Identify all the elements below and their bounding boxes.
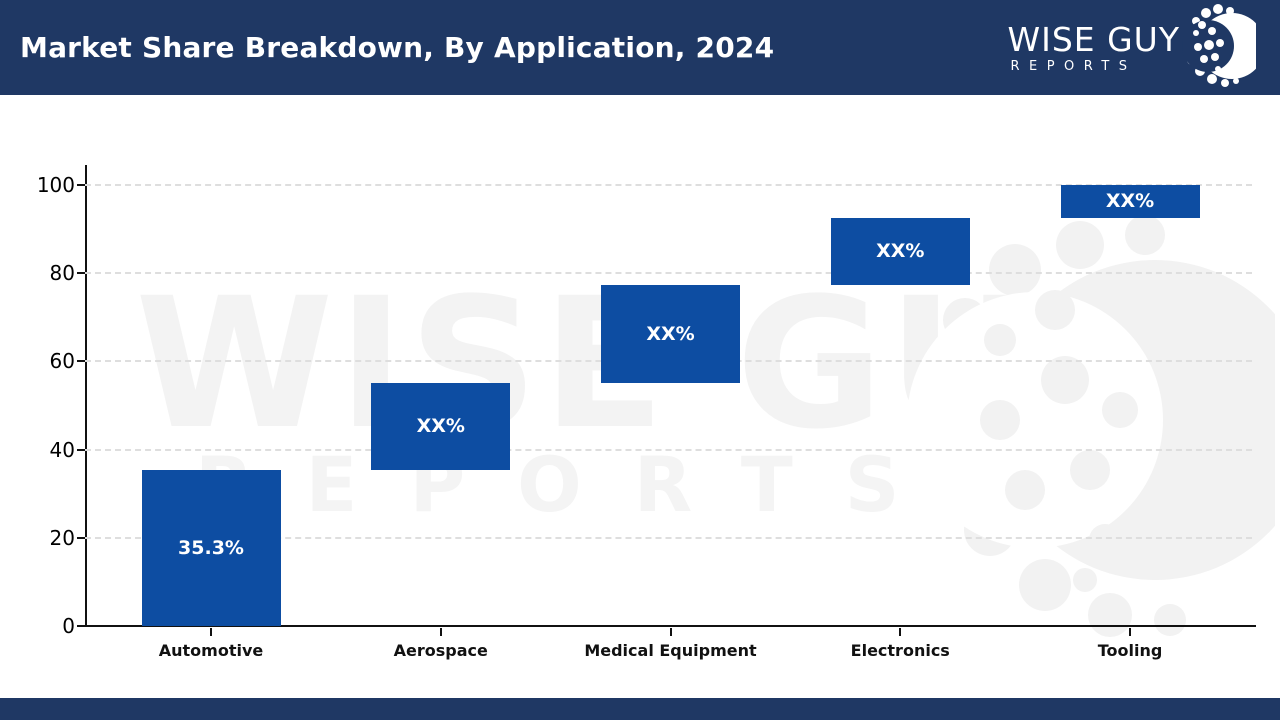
gridline [85, 272, 1252, 275]
bar-medical-equipment: XX% [601, 285, 740, 384]
brand-reports-text: REPORTS [1010, 58, 1137, 74]
y-axis-tick-label: 60 [49, 349, 75, 374]
bar-value-label: 35.3% [178, 536, 244, 559]
x-axis-tick [439, 628, 442, 636]
page-title: Market Share Breakdown, By Application, … [20, 31, 775, 64]
y-axis-tick-label: 80 [49, 261, 75, 286]
x-axis-tick [210, 628, 212, 636]
y-axis-line [85, 165, 87, 627]
brand-name-text: WISE GUY [1007, 19, 1180, 59]
bar-value-label: XX% [1105, 190, 1155, 213]
waterfall-chart: 0 20 40 60 80 100 35.3% Automotive XX% Aerospace X… [0, 95, 1280, 698]
x-axis-tick [1129, 628, 1131, 636]
x-axis-tick [899, 628, 902, 636]
bar-value-label: XX% [646, 322, 695, 345]
gridline [85, 184, 1252, 186]
x-axis-label-electronics: Electronics [850, 641, 950, 660]
gridline [85, 448, 1252, 451]
y-axis-tick [77, 272, 85, 275]
y-axis-tick [77, 625, 85, 627]
brand-wordmark: WISE GUY REPORTS [1007, 23, 1180, 73]
x-axis-label-aerospace: Aerospace [393, 641, 488, 660]
bar-aerospace: XX% [371, 383, 511, 471]
y-axis-tick-label: 100 [36, 173, 75, 197]
header-bar: Market Share Breakdown, By Application, … [0, 0, 1280, 95]
y-axis-tick-label: 20 [49, 525, 75, 550]
x-axis-label-medical-equipment: Medical Equipment [584, 641, 757, 660]
bar-tooling: XX% [1060, 185, 1200, 219]
brand-logo: WISE GUY REPORTS [1007, 3, 1265, 93]
bar-value-label: XX% [416, 415, 465, 438]
bar-value-label: XX% [876, 240, 925, 263]
x-axis-label-tooling: Tooling [1097, 641, 1163, 660]
footer-bar [0, 698, 1280, 720]
wiseguy-face-icon [1182, 3, 1265, 93]
y-axis-tick [77, 360, 85, 363]
y-axis-tick-label: 40 [49, 437, 75, 462]
x-axis-label-automotive: Automotive [158, 641, 264, 660]
y-axis-tick [77, 536, 85, 539]
y-axis-tick-label: 0 [62, 614, 75, 638]
x-axis-line [85, 625, 1256, 627]
bar-automotive: 35.3% [141, 470, 281, 626]
y-axis-tick [77, 184, 85, 186]
bar-electronics: XX% [830, 218, 970, 286]
gridline [85, 536, 1252, 539]
y-axis-tick [77, 448, 85, 451]
x-axis-tick [669, 628, 672, 636]
